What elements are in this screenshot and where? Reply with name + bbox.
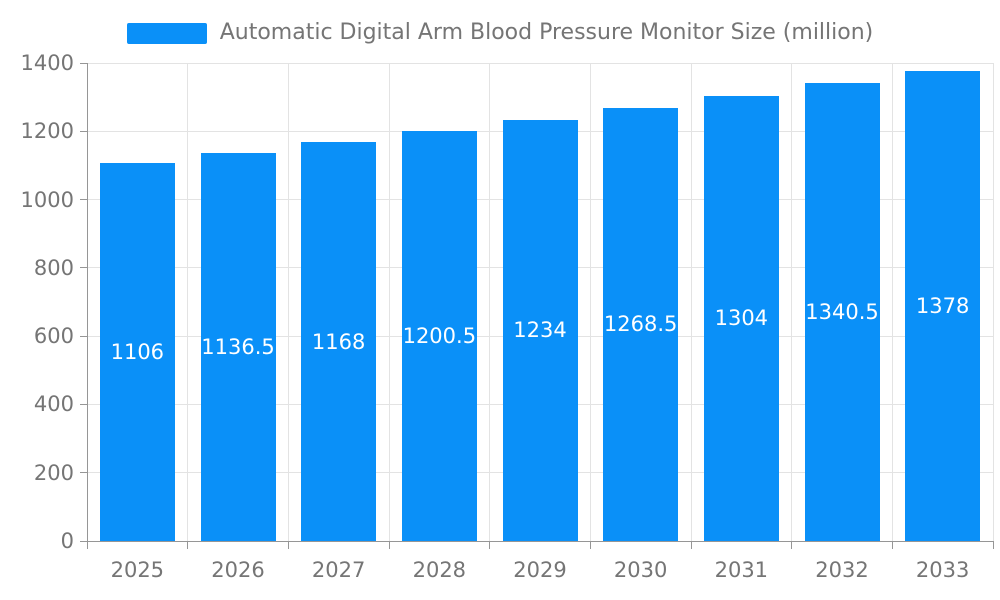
bar: 1378 — [905, 70, 981, 541]
y-axis-tick — [80, 403, 87, 405]
y-axis-tick — [80, 267, 87, 269]
x-axis-tick — [489, 541, 491, 549]
y-tick-label: 1400 — [20, 51, 74, 75]
bar-value-label: 1234 — [513, 318, 567, 343]
x-axis-tick — [287, 541, 289, 549]
x-axis-tick — [187, 541, 189, 549]
legend-label: Automatic Digital Arm Blood Pressure Mon… — [219, 20, 874, 45]
x-tick-label: 2027 — [311, 558, 366, 582]
v-gridline — [992, 63, 994, 541]
bar: 1340.5 — [804, 83, 880, 541]
bar: 1304 — [703, 95, 779, 541]
y-axis-tick — [80, 62, 87, 64]
bar: 1234 — [502, 119, 578, 541]
legend-item[interactable]: Automatic Digital Arm Blood Pressure Mon… — [0, 20, 1000, 46]
y-tick-label: 1200 — [20, 119, 74, 144]
y-tick-label: 600 — [33, 324, 74, 349]
x-axis-tick — [388, 541, 390, 549]
bar: 1136.5 — [200, 152, 276, 541]
x-axis-tick — [690, 541, 692, 549]
x-axis-tick — [791, 541, 793, 549]
v-gridline — [187, 63, 189, 541]
x-tick-label: 2032 — [815, 558, 869, 582]
bar: 1106 — [99, 163, 175, 541]
y-tick-label: 800 — [33, 255, 74, 280]
h-gridline — [87, 62, 993, 64]
y-tick-label: 400 — [33, 392, 74, 417]
bar-value-label: 1168 — [311, 329, 366, 354]
v-gridline — [891, 63, 893, 541]
bar-value-label: 1340.5 — [805, 300, 879, 325]
y-axis-tick — [80, 199, 87, 201]
v-gridline — [791, 63, 793, 541]
x-tick-label: 2029 — [513, 558, 567, 582]
bar: 1200.5 — [401, 131, 477, 541]
bar: 1168 — [301, 142, 377, 541]
legend-swatch — [126, 22, 207, 44]
y-tick-label: 200 — [33, 460, 74, 485]
x-axis-tick — [86, 541, 88, 549]
bar: 1268.5 — [603, 107, 679, 541]
v-gridline — [287, 63, 289, 541]
y-axis-tick — [80, 130, 87, 132]
x-tick-label: 2026 — [211, 558, 265, 582]
bar-value-label: 1304 — [714, 306, 769, 331]
bar-value-label: 1106 — [110, 340, 165, 365]
x-tick-label: 2033 — [915, 558, 970, 582]
y-axis-tick — [80, 472, 87, 474]
y-axis-line — [86, 63, 88, 542]
x-tick-label: 2031 — [714, 558, 769, 582]
v-gridline — [388, 63, 390, 541]
v-gridline — [690, 63, 692, 541]
x-axis-line — [80, 540, 993, 542]
bar-value-label: 1378 — [915, 293, 970, 318]
x-tick-label: 2030 — [613, 558, 668, 582]
bar-value-label: 1136.5 — [201, 334, 275, 359]
y-tick-label: 1000 — [20, 187, 74, 212]
y-axis-tick — [80, 335, 87, 337]
x-axis-tick — [589, 541, 591, 549]
y-tick-label: 0 — [60, 529, 74, 553]
v-gridline — [489, 63, 491, 541]
x-axis-tick — [992, 541, 994, 549]
bar-value-label: 1200.5 — [402, 324, 477, 349]
x-tick-label: 2028 — [412, 558, 467, 582]
v-gridline — [589, 63, 591, 541]
x-axis-tick — [891, 541, 893, 549]
bar-value-label: 1268.5 — [603, 312, 678, 337]
x-tick-label: 2025 — [110, 558, 165, 582]
